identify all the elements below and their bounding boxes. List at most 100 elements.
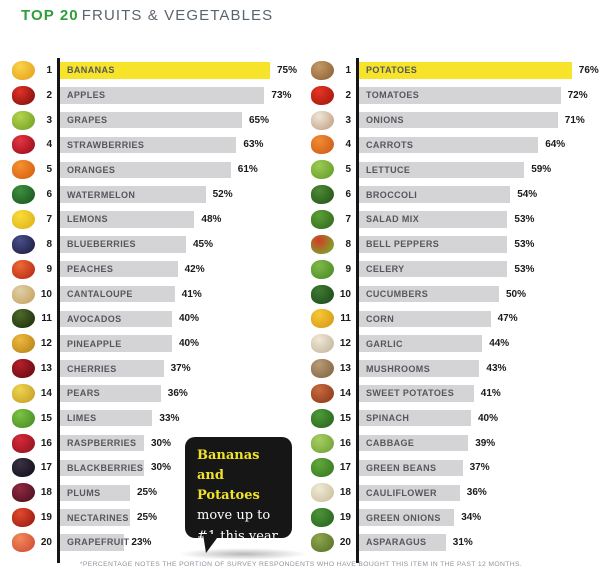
item-label: APPLES xyxy=(67,90,106,101)
icon-cell xyxy=(307,458,337,478)
percentage-bar: STRAWBERRIES xyxy=(60,136,237,154)
percentage-bar: CANTALOUPE xyxy=(60,285,175,303)
icon-cell xyxy=(307,60,337,80)
rank-label: 13 xyxy=(40,363,52,375)
spinach-icon xyxy=(310,408,334,428)
icon-cell xyxy=(8,334,38,354)
percentage-bar: GRAPES xyxy=(60,111,242,129)
item-label: CELERY xyxy=(366,264,405,275)
chart-row: 4 CARROTS 64% xyxy=(307,132,601,158)
chart-row: 15 LIMES 33% xyxy=(8,405,302,431)
chart-row: 16 RASPBERRIES 30% xyxy=(8,430,302,456)
icon-cell xyxy=(8,185,38,205)
rank-label: 10 xyxy=(40,288,52,300)
percent-label: 30% xyxy=(151,462,172,474)
percentage-bar: CELERY xyxy=(359,260,508,278)
item-label: CANTALOUPE xyxy=(67,289,133,300)
footnote: *PERCENTAGE NOTES THE PORTION OF SURVEY … xyxy=(79,561,523,568)
bar-zone: PINEAPPLE 40% xyxy=(57,331,302,357)
percentage-bar: GRAPEFRUIT xyxy=(60,534,129,551)
percent-label: 75% xyxy=(277,64,298,76)
apples-icon xyxy=(11,85,35,105)
green-beans-icon xyxy=(310,458,334,478)
percent-label: 54% xyxy=(517,189,538,201)
percent-label: 76% xyxy=(578,64,599,76)
chart-row: 2 APPLES 73% xyxy=(8,82,302,108)
percentage-bar: LIMES xyxy=(60,409,153,427)
bar-zone: PEARS 36% xyxy=(57,380,302,406)
rank-label: 8 xyxy=(46,238,52,250)
bar-zone: CELERY 53% xyxy=(356,256,601,282)
percent-label: 37% xyxy=(469,462,490,474)
grapefruit-icon xyxy=(11,532,35,552)
cabbage-icon xyxy=(310,433,334,453)
rank-label: 17 xyxy=(339,462,351,474)
rank-label: 4 xyxy=(345,139,351,151)
percent-label: 25% xyxy=(137,512,158,524)
percentage-bar: BLUEBERRIES xyxy=(60,236,186,253)
bar-zone: CUCUMBERS 50% xyxy=(356,281,601,307)
item-label: GRAPES xyxy=(67,115,108,126)
rank-label: 3 xyxy=(345,114,351,126)
bar-zone: LETTUCE 59% xyxy=(356,157,601,183)
bar-zone: RASPBERRIES 30% xyxy=(57,430,302,456)
rank-label: 7 xyxy=(46,213,52,225)
percentage-bar: GREEN BEANS xyxy=(359,459,463,477)
item-label: PINEAPPLE xyxy=(67,338,122,349)
icon-cell xyxy=(8,532,38,552)
bar-zone: GREEN BEANS 37% xyxy=(356,455,601,481)
icon-cell xyxy=(307,234,337,254)
bar-zone: GRAPEFRUIT 23% xyxy=(57,530,302,555)
percent-label: 47% xyxy=(497,313,518,325)
rank-label: 11 xyxy=(340,313,351,325)
icon-cell xyxy=(8,209,38,229)
fruits-column: 1 BANANAS 75% 2 APPLES 73% 3 GRAPES 65% xyxy=(8,58,302,563)
lettuce-icon xyxy=(310,160,334,180)
rank-label: 17 xyxy=(40,462,52,474)
percent-label: 33% xyxy=(159,412,180,424)
chart-row: 10 CANTALOUPE 41% xyxy=(8,281,302,307)
asparagus-icon xyxy=(310,532,334,552)
avocados-icon xyxy=(11,309,35,329)
blueberries-icon xyxy=(11,234,35,254)
percentage-bar: APPLES xyxy=(60,87,265,104)
tomatoes-icon xyxy=(310,85,334,105)
rank-label: 19 xyxy=(40,512,52,524)
percent-label: 40% xyxy=(478,412,499,424)
chart-row: 18 CAULIFLOWER 36% xyxy=(307,480,601,506)
fruits-bar-list: 1 BANANAS 75% 2 APPLES 73% 3 GRAPES 65% xyxy=(8,58,302,563)
item-label: BROCCOLI xyxy=(366,189,418,200)
rank-label: 7 xyxy=(345,213,351,225)
pears-icon xyxy=(11,383,35,403)
percentage-bar: ORANGES xyxy=(60,161,231,179)
bar-zone: GRAPES 65% xyxy=(57,107,302,133)
bar-zone: ONIONS 71% xyxy=(356,107,601,133)
title-rest: FRUITS & VEGETABLES xyxy=(81,7,274,24)
rank-label: 14 xyxy=(40,387,52,399)
icon-cell xyxy=(307,359,337,379)
bell-peppers-icon xyxy=(310,234,334,254)
chart-row: 13 MUSHROOMS 43% xyxy=(307,356,601,381)
onions-icon xyxy=(310,110,334,130)
percentage-bar: PINEAPPLE xyxy=(60,335,172,352)
rank-label: 18 xyxy=(339,487,351,499)
chart-row: 14 SWEET POTATOES 41% xyxy=(307,380,601,406)
percent-label: 31% xyxy=(452,536,473,548)
percent-label: 71% xyxy=(564,114,585,126)
cucumbers-icon xyxy=(310,284,334,304)
percentage-bar: ASPARAGUS xyxy=(359,534,446,551)
bar-zone: BLUEBERRIES 45% xyxy=(57,231,302,257)
item-label: PLUMS xyxy=(67,487,101,498)
chart-row: 3 ONIONS 71% xyxy=(307,107,601,133)
rank-label: 3 xyxy=(46,114,52,126)
item-label: LETTUCE xyxy=(366,164,411,175)
percent-label: 59% xyxy=(531,164,552,176)
icon-cell xyxy=(307,259,337,279)
percentage-bar: POTATOES xyxy=(359,62,572,79)
chart-row: 1 BANANAS 75% xyxy=(8,58,302,83)
chart-row: 6 WATERMELON 52% xyxy=(8,182,302,208)
bar-zone: GREEN ONIONS 34% xyxy=(356,505,601,531)
item-label: NECTARINES xyxy=(67,512,129,523)
percentage-bar: PEARS xyxy=(60,385,161,402)
percentage-bar: BLACKBERRIES xyxy=(60,459,144,477)
